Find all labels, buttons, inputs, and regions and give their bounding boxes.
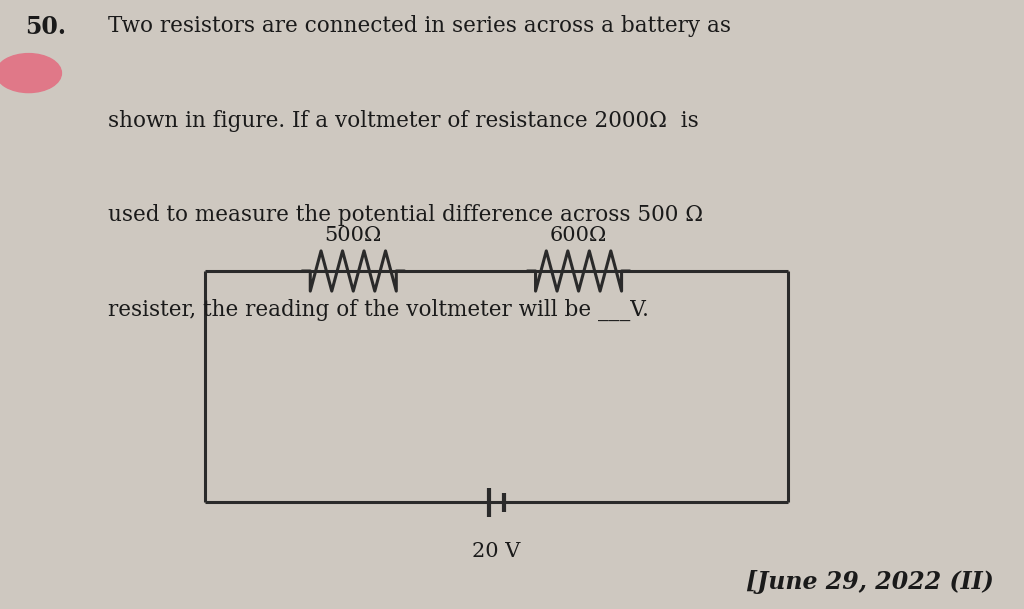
Text: used to measure the potential difference across 500 Ω: used to measure the potential difference…	[108, 204, 702, 226]
Text: shown in figure. If a voltmeter of resistance 2000Ω  is: shown in figure. If a voltmeter of resis…	[108, 110, 698, 132]
Circle shape	[0, 54, 61, 93]
Text: 500Ω: 500Ω	[325, 227, 382, 245]
Text: [June 29, 2022 (II): [June 29, 2022 (II)	[745, 570, 993, 594]
Text: resister, the reading of the voltmeter will be ___V.: resister, the reading of the voltmeter w…	[108, 298, 648, 320]
Text: 600Ω: 600Ω	[550, 227, 607, 245]
Text: 20 V: 20 V	[472, 542, 521, 561]
Text: Two resistors are connected in series across a battery as: Two resistors are connected in series ac…	[108, 15, 730, 37]
Text: 50.: 50.	[26, 15, 67, 39]
